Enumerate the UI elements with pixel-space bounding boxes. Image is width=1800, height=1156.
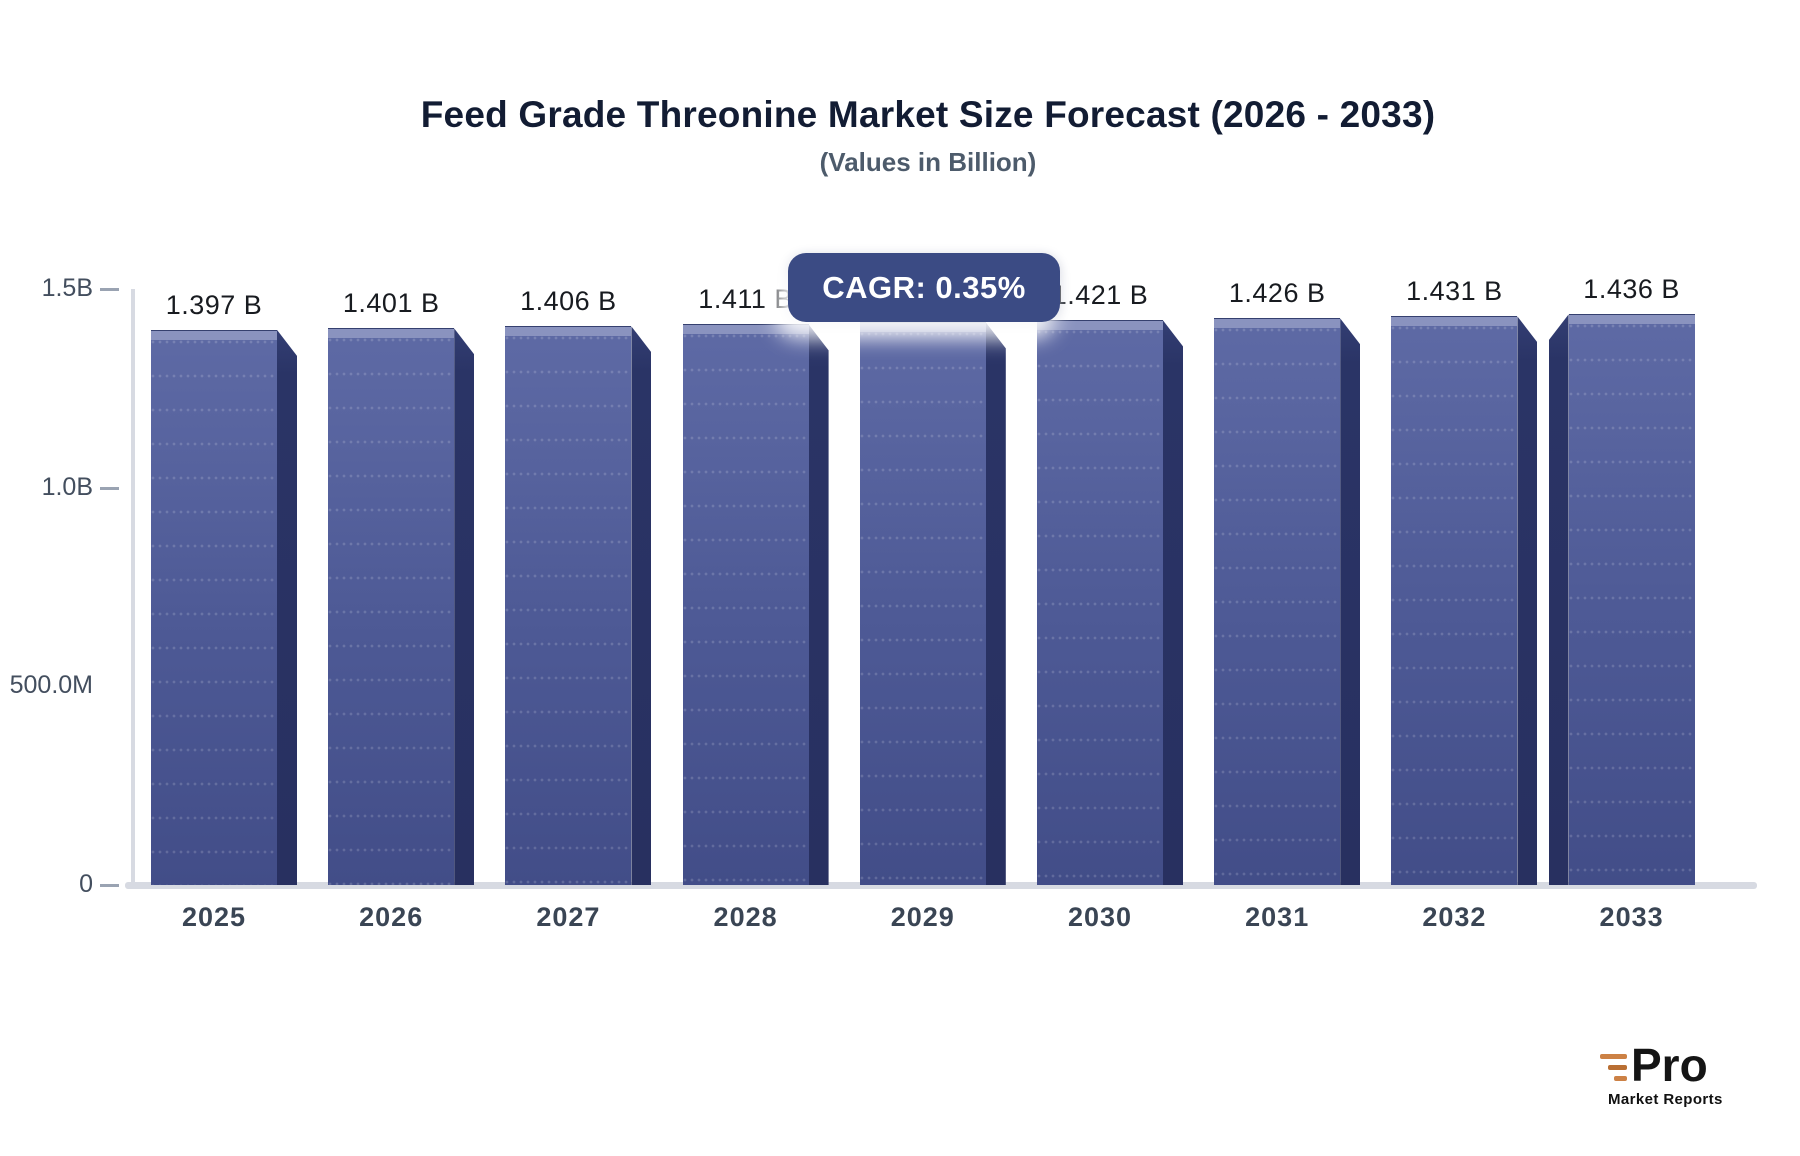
bar-top-face [505,327,632,337]
logo-speed-lines-icon [1600,1053,1627,1081]
bar-side-face-2029 [985,322,1006,885]
x-label-2029: 2029 [890,902,955,932]
logo-tagline: Market Reports [1608,1091,1723,1108]
bar-top-face [1391,317,1518,327]
bar-top-face [328,329,455,339]
cagr-badge-text: CAGR: 0.35% [822,269,1026,305]
bar-side-face-2032 [1517,316,1538,885]
bar-2032 [1391,316,1518,885]
chart-subtitle: (Values in Billion) [819,147,1037,177]
bar-side-face-2028 [808,324,829,885]
bar-2025 [151,329,277,885]
bar-side-face-2031 [1340,318,1361,885]
logo-row: Pro [1600,1042,1780,1088]
y-tick-label-1.0B: 1.0B [41,472,93,501]
bar-side-face-2030 [1163,320,1183,885]
y-tick-label-1.5B: 1.5B [41,274,93,302]
bar-texture [682,334,809,885]
bar-side-face-2033 [1548,314,1569,885]
cagr-badge: CAGR: 0.35% [788,253,1060,322]
bar-texture [328,338,455,885]
bar-texture [1568,324,1695,885]
x-label-2026: 2026 [359,902,424,932]
bar-2026 [328,328,455,885]
bar-top-face [1037,321,1163,331]
y-axis-line [131,289,135,885]
y-tick-label-0: 0 [79,870,93,898]
bar-top-face [1214,319,1341,329]
bar-side-face-2027 [631,326,652,885]
bar-2029 [859,322,986,885]
x-label-2025: 2025 [181,902,247,932]
value-label-2028: 1.411 B [698,284,793,315]
value-label-2031: 1.426 B [1228,278,1326,309]
value-label-2030: 1.421 B [1051,280,1149,311]
value-label-2033: 1.436 B [1583,274,1680,305]
bar-texture [1391,326,1518,885]
bar-texture [1214,328,1341,885]
value-label-2032: 1.431 B [1406,276,1503,307]
x-label-2030: 2030 [1067,902,1133,932]
x-label-2033: 2033 [1599,902,1664,932]
y-tick-dash-1.0B [100,486,119,490]
chart-title: Feed Grade Threonine Market Size Forecas… [420,94,1436,135]
x-label-2028: 2028 [713,902,778,932]
bar-side-face-2025 [277,329,297,885]
logo-name: Pro [1631,1039,1708,1091]
value-label-2027: 1.406 B [520,286,617,317]
x-label-2031: 2031 [1245,902,1310,932]
bar-top-face [1568,315,1695,325]
bar-texture [151,339,277,885]
bar-top-face [151,330,277,340]
bar-texture [505,336,632,885]
x-axis-baseline [125,882,1757,889]
y-tick-dash-1.5B [100,288,119,291]
x-label-2027: 2027 [536,902,601,932]
brand-logo: Pro Market Reports [1600,1042,1780,1108]
bar-side-face-2026 [454,328,475,885]
bar-2027 [505,326,632,885]
bar-top-face [682,325,809,335]
bar-2033 [1568,314,1695,885]
bar-2028 [682,324,809,885]
bar-top-face [859,323,986,333]
bar-2031 [1214,318,1341,885]
bar-2030 [1037,320,1163,885]
bar-texture [859,332,986,885]
bar-texture [1037,330,1163,885]
x-label-2032: 2032 [1422,902,1487,932]
value-label-2025: 1.397 B [165,289,263,320]
value-label-2026: 1.401 B [342,288,440,319]
y-tick-label-500.0M: 500.0M [9,671,93,700]
y-tick-dash-0 [100,884,119,887]
